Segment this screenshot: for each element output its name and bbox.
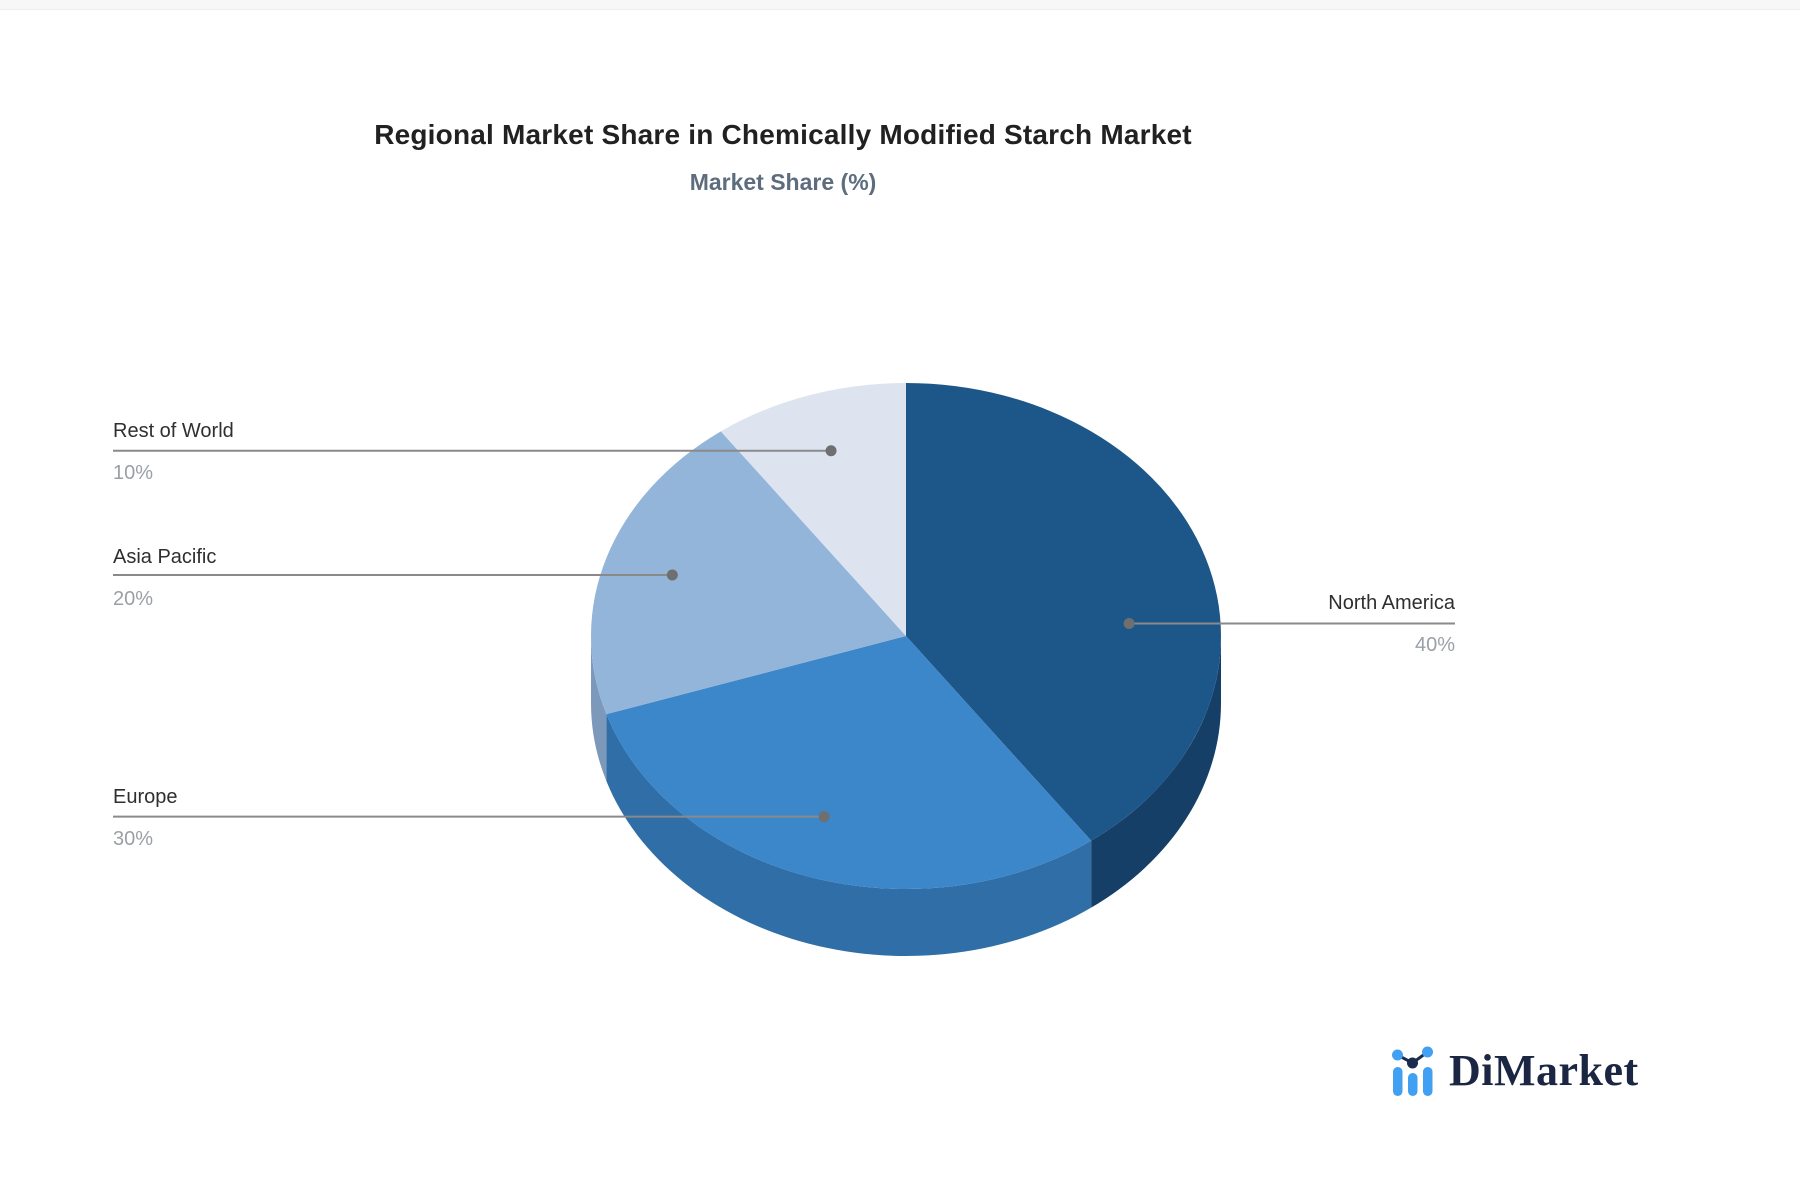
callout-value: 40% [1414,634,1455,656]
pie-rim-asia-pacific [591,636,607,782]
chart-title: Regional Market Share in Chemically Modi… [374,119,1192,150]
callout-label: Rest of World [113,420,234,442]
callout-europe: Europe 30% [113,784,178,852]
pie-rim-europe [606,714,1092,956]
dimarket-logo-icon [1392,1046,1433,1096]
pie-slice-asia-pacific [591,431,906,715]
pie-slice-north-america [906,383,1221,841]
dimarket-logo: DiMarket [1390,1034,1639,1106]
chart-subtitle: Market Share (%) [689,169,877,195]
dimarket-logo-text: DiMarket [1449,1045,1639,1095]
leader-dot-rest-of-world [825,445,837,457]
leader-dot-asia-pacific [666,569,678,581]
callout-asia-pacific: Asia Pacific 20% [113,544,216,612]
top-strip [0,0,1800,10]
callout-value: 30% [113,828,154,850]
callout-value: 10% [113,462,154,484]
pie-slice-europe [606,636,1092,889]
callout-label: North America [1328,592,1455,614]
pie-rim-north-america [1091,636,1221,908]
callout-label: Europe [113,786,178,808]
callout-north-america: North America 40% [1328,590,1455,658]
leader-dot-north-america [1123,617,1135,629]
pie-slice-rest-of-world [720,383,906,636]
callout-label: Asia Pacific [113,546,217,568]
callout-rest-of-world: Rest of World 10% [113,418,234,486]
leader-dot-europe [818,811,830,823]
callout-value: 20% [113,588,154,610]
